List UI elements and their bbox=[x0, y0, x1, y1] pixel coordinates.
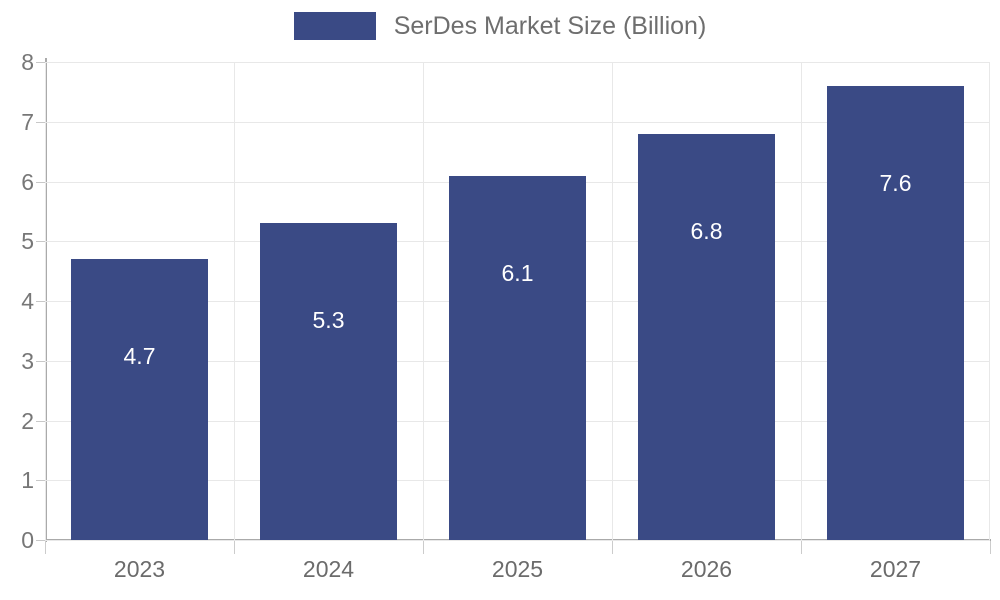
bar[interactable] bbox=[826, 85, 964, 540]
x-tick-label: 2027 bbox=[869, 556, 922, 582]
y-gridline bbox=[45, 121, 990, 123]
plot-area bbox=[45, 62, 990, 541]
y-axis-line bbox=[45, 58, 47, 542]
x-tick-label: 2023 bbox=[113, 556, 166, 582]
legend-color-swatch-icon bbox=[293, 12, 376, 40]
x-tick-mark bbox=[990, 541, 991, 554]
y-tick-mark bbox=[36, 360, 45, 362]
bar-value-label: 6.1 bbox=[501, 259, 534, 286]
y-tick-mark bbox=[36, 62, 45, 63]
x-gridline bbox=[801, 62, 802, 540]
y-tick-mark bbox=[36, 181, 45, 183]
x-tick-mark bbox=[234, 541, 235, 554]
y-tick-label: 8 bbox=[21, 49, 34, 75]
x-tick-mark bbox=[612, 541, 613, 554]
y-tick-mark bbox=[36, 540, 45, 541]
y-tick-label: 1 bbox=[21, 467, 34, 494]
legend-label: SerDes Market Size (Billion) bbox=[393, 11, 707, 40]
y-tick-mark bbox=[36, 480, 45, 482]
x-tick-mark bbox=[801, 541, 802, 554]
bar[interactable] bbox=[448, 175, 586, 540]
y-tick-mark bbox=[36, 241, 45, 243]
y-tick-mark bbox=[36, 301, 45, 302]
x-tick-label: 2025 bbox=[491, 556, 544, 582]
bar-value-label: 7.6 bbox=[879, 169, 912, 196]
chart-legend: SerDes Market Size (Billion) bbox=[0, 12, 1000, 40]
y-tick-label: 4 bbox=[21, 288, 34, 314]
x-tick-label: 2024 bbox=[302, 556, 355, 582]
y-tick-label: 6 bbox=[21, 168, 34, 195]
y-gridline bbox=[45, 540, 990, 541]
y-tick-mark bbox=[36, 121, 45, 123]
bar[interactable] bbox=[70, 259, 208, 540]
y-tick-label: 2 bbox=[21, 407, 34, 434]
y-gridline bbox=[45, 62, 990, 63]
y-tick-label: 0 bbox=[21, 527, 34, 553]
bar[interactable] bbox=[259, 223, 397, 540]
y-tick-label: 7 bbox=[21, 108, 34, 135]
bar-value-label: 5.3 bbox=[312, 307, 345, 334]
x-gridline bbox=[423, 62, 424, 540]
y-tick-label: 5 bbox=[21, 228, 34, 255]
x-gridline bbox=[612, 62, 613, 540]
x-tick-mark bbox=[423, 541, 424, 554]
x-tick-mark bbox=[45, 541, 46, 554]
bar-value-label: 6.8 bbox=[690, 217, 723, 244]
y-tick-label: 3 bbox=[21, 347, 34, 374]
x-gridline bbox=[234, 62, 235, 540]
x-gridline bbox=[989, 62, 990, 540]
y-tick-mark bbox=[36, 420, 45, 422]
x-gridline bbox=[45, 62, 46, 540]
bar[interactable] bbox=[637, 133, 775, 540]
x-tick-label: 2026 bbox=[680, 556, 733, 582]
bar-value-label: 4.7 bbox=[123, 343, 156, 370]
